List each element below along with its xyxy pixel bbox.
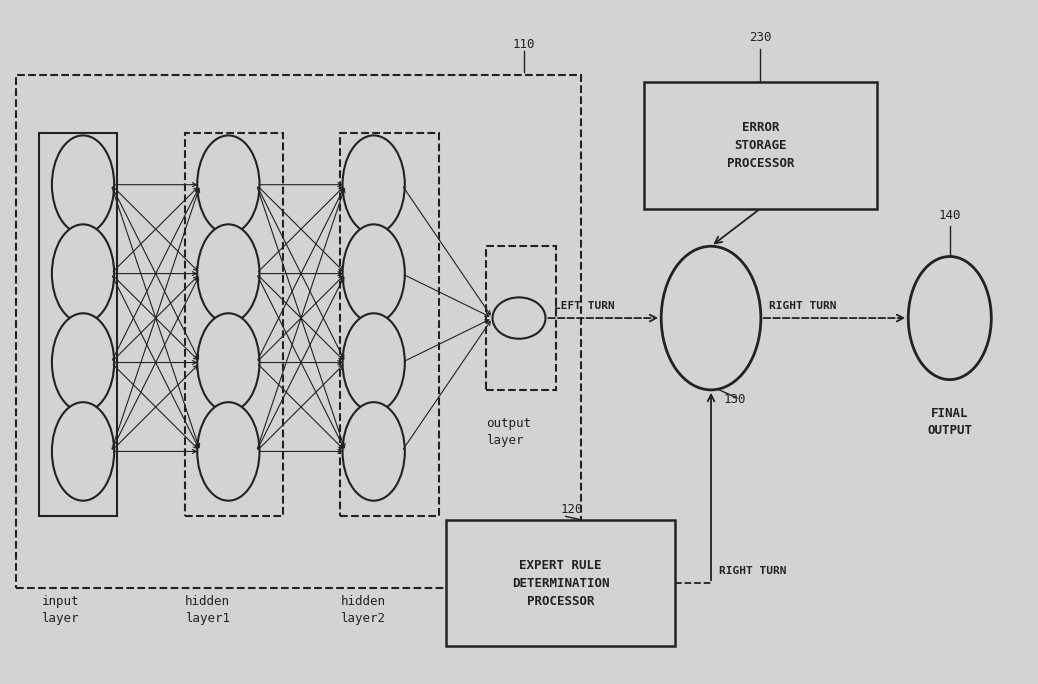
- Text: 120: 120: [561, 503, 583, 516]
- Text: 230: 230: [749, 31, 771, 44]
- Bar: [39, 133, 117, 516]
- Ellipse shape: [52, 313, 114, 412]
- Ellipse shape: [343, 313, 405, 412]
- Text: 110: 110: [513, 38, 536, 51]
- Bar: [16, 75, 581, 588]
- Text: output
layer: output layer: [486, 417, 530, 447]
- Ellipse shape: [197, 402, 260, 501]
- Ellipse shape: [197, 313, 260, 412]
- Ellipse shape: [52, 135, 114, 234]
- Bar: [185, 133, 283, 516]
- Text: RIGHT TURN: RIGHT TURN: [769, 301, 837, 311]
- Ellipse shape: [343, 224, 405, 323]
- Ellipse shape: [52, 224, 114, 323]
- Text: 140: 140: [938, 209, 961, 222]
- Text: hidden
layer1: hidden layer1: [185, 595, 229, 625]
- Text: input
layer: input layer: [42, 595, 79, 625]
- Text: FINAL
OUTPUT: FINAL OUTPUT: [927, 407, 973, 437]
- Ellipse shape: [197, 135, 260, 234]
- Ellipse shape: [52, 402, 114, 501]
- Text: RIGHT TURN: RIGHT TURN: [719, 566, 787, 576]
- Text: ERROR
STORAGE
PROCESSOR: ERROR STORAGE PROCESSOR: [727, 121, 794, 170]
- Bar: [446, 520, 675, 646]
- Ellipse shape: [492, 298, 546, 339]
- Text: 130: 130: [723, 393, 746, 406]
- Bar: [486, 246, 556, 390]
- Ellipse shape: [661, 246, 761, 390]
- Ellipse shape: [343, 135, 405, 234]
- Ellipse shape: [343, 402, 405, 501]
- Bar: [340, 133, 439, 516]
- Ellipse shape: [197, 224, 260, 323]
- Ellipse shape: [908, 256, 991, 380]
- Text: EXPERT RULE
DETERMINATION
PROCESSOR: EXPERT RULE DETERMINATION PROCESSOR: [512, 559, 609, 607]
- Text: hidden
layer2: hidden layer2: [340, 595, 385, 625]
- Bar: [644, 82, 877, 209]
- Text: LEFT TURN: LEFT TURN: [554, 301, 614, 311]
